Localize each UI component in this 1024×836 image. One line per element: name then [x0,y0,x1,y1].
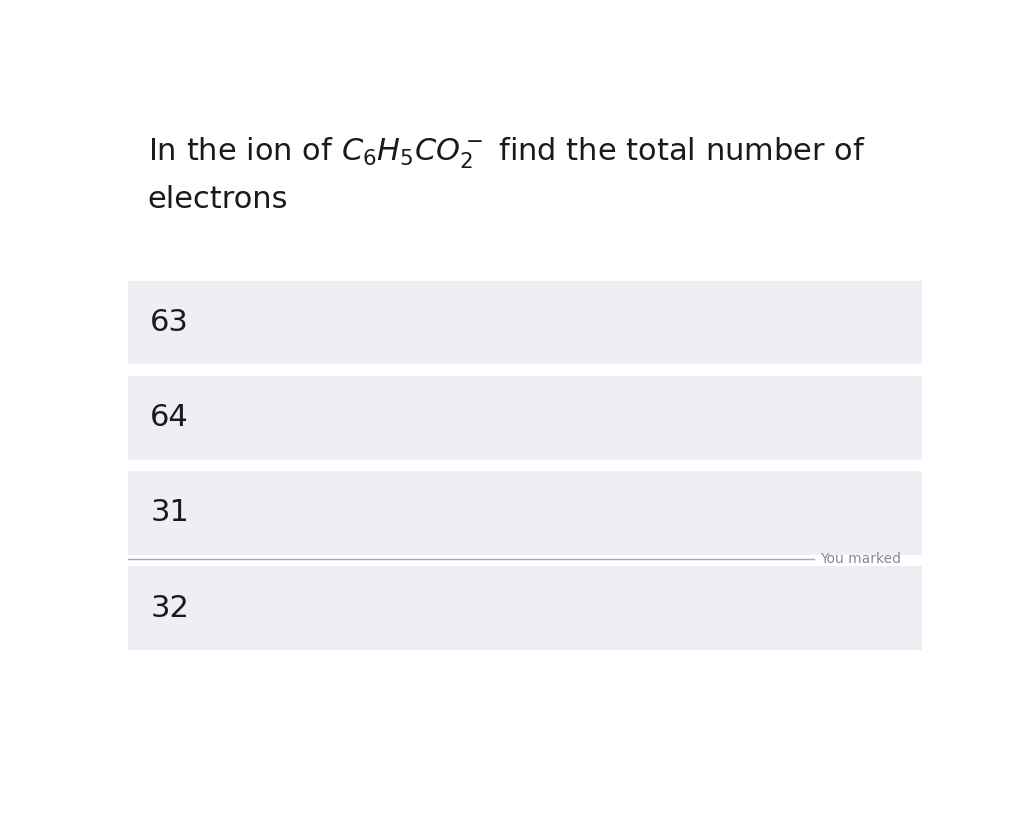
Text: 63: 63 [151,308,189,337]
Text: 32: 32 [151,594,189,623]
Text: You marked: You marked [820,552,901,566]
FancyBboxPatch shape [128,566,922,650]
Text: In the ion of $\mathit{C_6H_5CO_2^-}$ find the total number of: In the ion of $\mathit{C_6H_5CO_2^-}$ fi… [147,135,865,171]
FancyBboxPatch shape [128,376,922,460]
FancyBboxPatch shape [128,281,922,364]
Text: 31: 31 [151,498,189,528]
Text: electrons: electrons [147,186,289,214]
FancyBboxPatch shape [128,472,922,555]
Text: 64: 64 [151,403,189,432]
